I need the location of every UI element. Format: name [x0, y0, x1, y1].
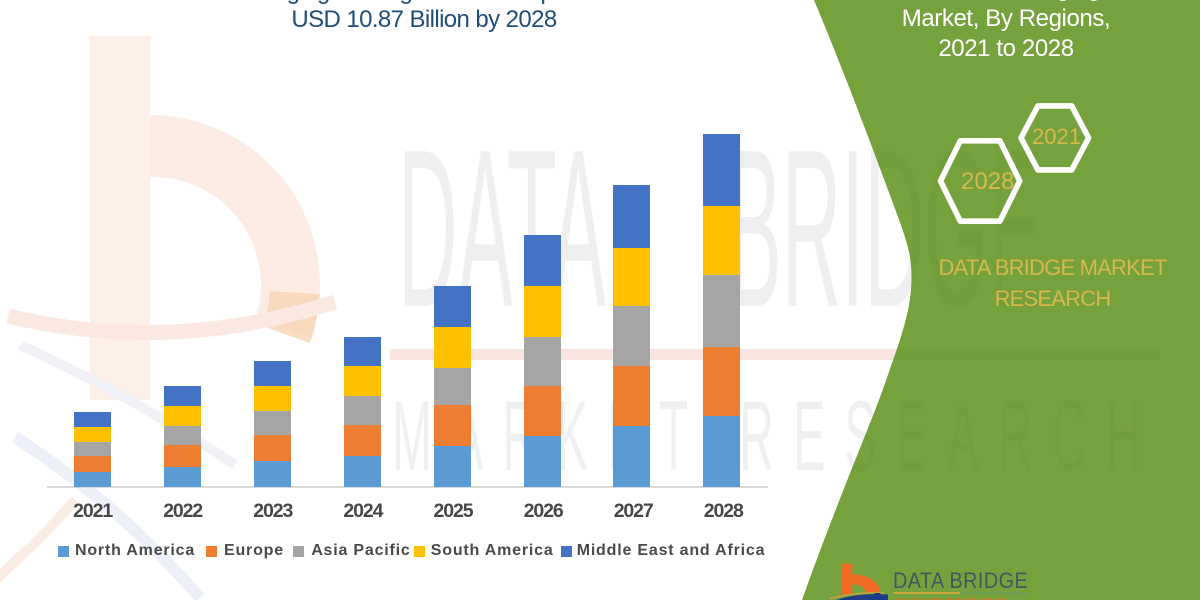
svg-text:MARKET RESEARCH: MARKET RESEARCH: [392, 380, 1160, 491]
svg-text:DATA BRIDGE: DATA BRIDGE: [398, 102, 1043, 354]
svg-text:2028: 2028: [961, 168, 1014, 195]
svg-text:2021: 2021: [1032, 124, 1081, 149]
